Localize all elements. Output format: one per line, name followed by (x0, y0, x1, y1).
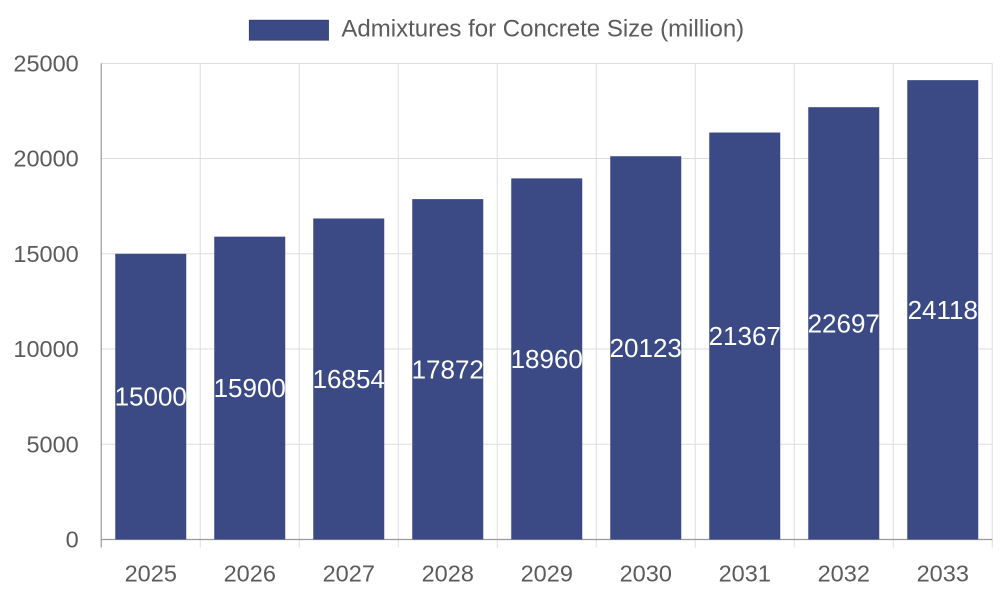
svg-text:20123: 20123 (610, 333, 682, 363)
svg-text:15000: 15000 (115, 382, 187, 412)
svg-text:20000: 20000 (13, 146, 78, 172)
svg-text:2032: 2032 (818, 560, 870, 586)
svg-text:10000: 10000 (13, 336, 78, 362)
svg-text:15900: 15900 (214, 373, 286, 403)
svg-text:15000: 15000 (13, 241, 78, 267)
svg-text:Admixtures for Concrete Size (: Admixtures for Concrete Size (million) (341, 16, 744, 43)
svg-text:2029: 2029 (521, 560, 573, 586)
svg-text:2030: 2030 (620, 560, 672, 586)
svg-text:0: 0 (66, 527, 79, 553)
svg-text:18960: 18960 (511, 344, 583, 374)
svg-text:22697: 22697 (808, 308, 880, 338)
svg-text:2028: 2028 (422, 560, 474, 586)
svg-text:2027: 2027 (323, 560, 375, 586)
svg-text:2033: 2033 (917, 560, 969, 586)
svg-text:24118: 24118 (908, 295, 978, 325)
svg-text:5000: 5000 (26, 431, 78, 457)
svg-text:2026: 2026 (224, 560, 276, 586)
svg-text:16854: 16854 (313, 364, 385, 394)
svg-text:17872: 17872 (412, 354, 484, 384)
svg-text:25000: 25000 (13, 50, 78, 76)
svg-text:2031: 2031 (719, 560, 771, 586)
svg-text:2025: 2025 (125, 560, 177, 586)
svg-text:21367: 21367 (709, 321, 781, 351)
